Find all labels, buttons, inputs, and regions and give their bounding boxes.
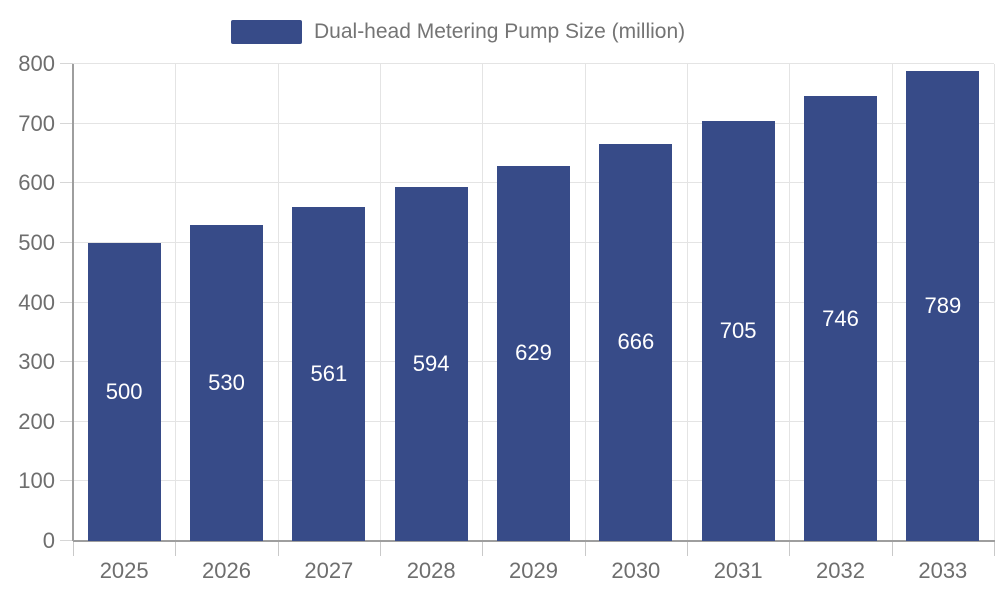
y-axis-tick — [60, 241, 73, 243]
bar-value-label: 561 — [310, 360, 348, 386]
gridline-v — [380, 64, 381, 541]
bar-value-label: 789 — [924, 292, 962, 318]
x-axis-label: 2030 — [611, 558, 661, 583]
x-axis-tick — [380, 541, 381, 556]
x-axis-label: 2029 — [509, 558, 558, 583]
bar-2029[interactable] — [497, 165, 570, 541]
bar-value-label: 629 — [515, 340, 552, 366]
gridline-v — [789, 64, 791, 541]
x-axis-label: 2032 — [816, 558, 865, 583]
bar-2033[interactable] — [906, 70, 980, 541]
x-axis-tick — [994, 541, 995, 556]
y-axis-tick — [60, 301, 73, 303]
bar-2028[interactable] — [394, 186, 468, 541]
y-axis-tick — [60, 63, 73, 64]
bar-2031[interactable] — [701, 120, 775, 541]
y-axis-label: 500 — [18, 229, 55, 255]
x-axis-label: 2028 — [406, 558, 456, 583]
x-axis-tick — [175, 541, 177, 556]
x-axis-tick — [482, 541, 484, 556]
x-axis-label: 2025 — [99, 558, 149, 583]
gridline-v — [584, 64, 586, 541]
y-axis-tick — [60, 361, 73, 363]
legend-swatch — [231, 19, 302, 44]
x-axis-tick — [891, 541, 893, 556]
x-axis-line — [73, 540, 995, 542]
x-axis-tick — [789, 541, 791, 556]
y-axis-label: 0 — [42, 528, 55, 553]
y-axis-tick — [60, 480, 73, 482]
y-axis-tick — [60, 540, 73, 541]
gridline-v — [482, 64, 484, 541]
y-axis-label: 200 — [18, 408, 55, 434]
gridline-v — [994, 64, 995, 541]
bar-value-label: 594 — [412, 350, 450, 376]
legend-label: Dual-head Metering Pump Size (million) — [314, 20, 686, 43]
y-axis-label: 700 — [18, 110, 55, 136]
gridline-v — [175, 64, 177, 541]
x-axis-label: 2031 — [713, 558, 763, 583]
x-axis-label: 2027 — [304, 558, 354, 583]
gridline-h — [73, 122, 994, 124]
y-axis-tick — [60, 122, 73, 124]
bar-2026[interactable] — [190, 224, 263, 541]
bar-2025[interactable] — [87, 242, 161, 541]
bar-value-label: 746 — [822, 305, 859, 331]
bar-value-label: 666 — [617, 329, 655, 355]
gridline-v — [891, 64, 893, 541]
x-axis-label: 2026 — [202, 558, 251, 583]
x-axis-label: 2033 — [918, 558, 968, 583]
y-axis-tick — [60, 182, 73, 184]
y-axis-tick — [60, 420, 73, 422]
bar-value-label: 530 — [208, 369, 245, 395]
y-axis-label: 400 — [18, 289, 55, 315]
x-axis-tick — [584, 541, 586, 556]
x-axis-tick — [687, 541, 688, 556]
x-axis-tick — [277, 541, 279, 556]
gridline-v — [277, 64, 279, 541]
legend[interactable]: Dual-head Metering Pump Size (million) — [231, 18, 685, 45]
bar-2027[interactable] — [292, 206, 366, 541]
y-axis-line — [72, 64, 74, 541]
bar-value-label: 705 — [719, 317, 757, 343]
gridline-h — [73, 63, 994, 64]
bar-2030[interactable] — [599, 143, 673, 541]
y-axis-label: 300 — [18, 349, 55, 375]
y-axis-label: 600 — [18, 170, 55, 196]
y-axis-label: 800 — [18, 51, 55, 76]
x-axis-tick — [73, 541, 74, 556]
gridline-v — [687, 64, 688, 541]
bar-2032[interactable] — [804, 96, 877, 541]
bar-value-label: 500 — [105, 378, 143, 404]
y-axis-label: 100 — [18, 468, 55, 494]
